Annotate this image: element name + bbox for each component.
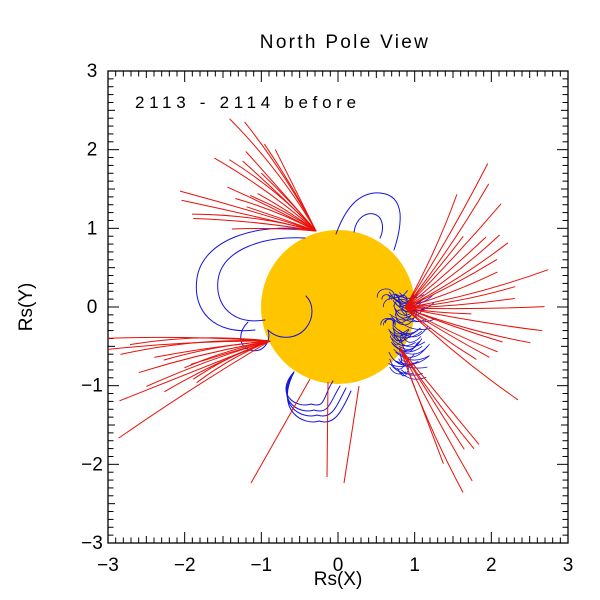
svg-text:1: 1 <box>409 555 420 576</box>
svg-text:North Pole View: North Pole View <box>260 32 430 53</box>
svg-text:−1: −1 <box>81 376 103 397</box>
svg-text:Rs(Y): Rs(Y) <box>16 283 37 332</box>
svg-text:−3: −3 <box>97 555 119 576</box>
svg-text:−2: −2 <box>174 555 196 576</box>
svg-text:2: 2 <box>87 140 98 161</box>
svg-text:−1: −1 <box>250 555 272 576</box>
svg-text:1: 1 <box>87 218 98 239</box>
svg-text:2: 2 <box>486 555 497 576</box>
svg-text:3: 3 <box>563 555 574 576</box>
svg-text:Rs(X): Rs(X) <box>314 569 363 590</box>
svg-text:3: 3 <box>87 61 98 82</box>
svg-text:−3: −3 <box>81 533 103 554</box>
svg-text:2113 - 2114 before: 2113 - 2114 before <box>135 93 361 112</box>
svg-text:−2: −2 <box>81 454 103 475</box>
svg-text:0: 0 <box>87 297 98 318</box>
